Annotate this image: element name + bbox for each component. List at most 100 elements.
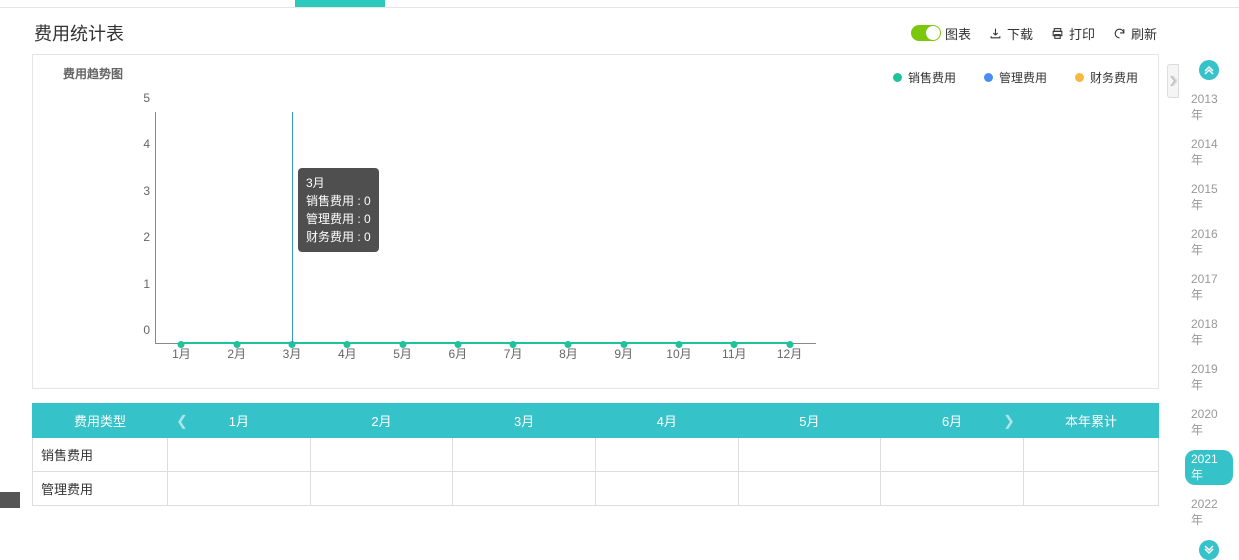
y-tick-label: 0 <box>143 323 150 337</box>
cell <box>453 472 596 506</box>
legend-label: 管理费用 <box>999 69 1047 86</box>
series-point <box>454 341 461 348</box>
scroll-right-icon[interactable]: ❯ <box>999 412 1019 429</box>
x-tick-label: 1月 <box>172 345 191 362</box>
col-type: 费用类型 <box>33 404 168 438</box>
cell <box>881 438 1024 472</box>
cell <box>310 472 453 506</box>
refresh-button[interactable]: 刷新 <box>1113 24 1157 43</box>
download-button[interactable]: 下载 <box>989 24 1033 43</box>
legend-label: 财务费用 <box>1090 69 1138 86</box>
year-rail: 2013年 2014年 2015年 2016年 2017年 2018年 2019年 2020年… <box>1185 60 1233 560</box>
series-point <box>178 341 185 348</box>
refresh-icon <box>1113 26 1127 40</box>
series-point <box>233 341 240 348</box>
year-item[interactable]: 2020年 <box>1185 405 1233 440</box>
year-item[interactable]: 2017年 <box>1185 270 1233 305</box>
year-item[interactable]: 2022年 <box>1185 495 1233 530</box>
series-point <box>675 341 682 348</box>
y-tick-label: 5 <box>143 91 150 105</box>
row-label: 管理费用 <box>33 472 168 506</box>
table-row: 管理费用 <box>33 472 1159 506</box>
col-month: 6月❯ <box>881 404 1024 438</box>
chart-card: 费用趋势图 销售费用管理费用财务费用 012345 1月2月3月4月5月6月7月… <box>32 54 1159 389</box>
data-table: 费用类型❮1月2月3月4月5月6月❯本年累计 销售费用管理费用 <box>32 403 1159 506</box>
year-item[interactable]: 2016年 <box>1185 225 1233 260</box>
cell <box>738 438 881 472</box>
legend-item[interactable]: 销售费用 <box>893 69 956 86</box>
top-border <box>0 0 1239 8</box>
download-label: 下载 <box>1007 24 1033 43</box>
x-tick-label: 5月 <box>393 345 412 362</box>
col-month: 2月 <box>310 404 453 438</box>
series-point <box>620 341 627 348</box>
year-item[interactable]: 2015年 <box>1185 180 1233 215</box>
col-total: 本年累计 <box>1023 404 1158 438</box>
year-item[interactable]: 2014年 <box>1185 135 1233 170</box>
cell <box>595 438 738 472</box>
toggle-switch-icon <box>911 25 941 41</box>
col-month: 5月 <box>738 404 881 438</box>
series-point <box>510 341 517 348</box>
collapse-rail-button[interactable] <box>1167 64 1179 98</box>
cell <box>168 438 311 472</box>
download-icon <box>989 26 1003 40</box>
series-point <box>399 341 406 348</box>
y-tick-label: 4 <box>143 137 150 151</box>
cell <box>595 472 738 506</box>
y-tick-label: 1 <box>143 277 150 291</box>
print-button[interactable]: 打印 <box>1051 24 1095 43</box>
x-tick-label: 6月 <box>449 345 468 362</box>
cell <box>881 472 1024 506</box>
legend-dot-icon <box>893 73 902 82</box>
x-tick-label: 8月 <box>559 345 578 362</box>
series-point <box>786 341 793 348</box>
print-icon <box>1051 26 1065 40</box>
legend-label: 销售费用 <box>908 69 956 86</box>
table-header-row: 费用类型❮1月2月3月4月5月6月❯本年累计 <box>33 404 1159 438</box>
data-table-wrap: 费用类型❮1月2月3月4月5月6月❯本年累计 销售费用管理费用 <box>32 403 1159 506</box>
col-month: 3月 <box>453 404 596 438</box>
year-item[interactable]: 2021年 <box>1185 450 1233 485</box>
chart-tooltip: 3月销售费用 : 0管理费用 : 0财务费用 : 0 <box>298 168 379 252</box>
year-scroll-up-button[interactable] <box>1199 60 1219 80</box>
row-label: 销售费用 <box>33 438 168 472</box>
x-tick-label: 9月 <box>614 345 633 362</box>
active-tab-indicator <box>295 0 385 7</box>
x-tick-label: 11月 <box>722 345 746 362</box>
y-tick-label: 2 <box>143 230 150 244</box>
bottom-left-tab[interactable] <box>0 492 20 508</box>
cell <box>310 438 453 472</box>
chart-legend: 销售费用 管理费用 财务费用 <box>893 69 1138 86</box>
y-axis-line <box>155 112 156 344</box>
x-tick-label: 3月 <box>283 345 302 362</box>
y-axis-labels: 012345 <box>130 112 150 344</box>
x-tick-label: 4月 <box>338 345 357 362</box>
y-tick-label: 3 <box>143 184 150 198</box>
plot-area: 1月2月3月4月5月6月7月8月9月10月11月12月3月销售费用 : 0管理费… <box>155 112 816 344</box>
chart-plot: 012345 1月2月3月4月5月6月7月8月9月10月11月12月3月销售费用… <box>45 112 1146 372</box>
x-tick-label: 12月 <box>777 345 802 362</box>
chart-crosshair <box>292 112 293 344</box>
table-body: 销售费用管理费用 <box>33 438 1159 506</box>
page-title: 费用统计表 <box>34 20 124 46</box>
panel-header: 费用统计表 图表 下载 打印 <box>22 8 1169 54</box>
scroll-left-icon[interactable]: ❮ <box>172 412 192 429</box>
year-item[interactable]: 2018年 <box>1185 315 1233 350</box>
year-item[interactable]: 2019年 <box>1185 360 1233 395</box>
x-tick-label: 2月 <box>227 345 246 362</box>
chart-toggle[interactable]: 图表 <box>911 24 971 43</box>
x-tick-label: 7月 <box>504 345 523 362</box>
legend-item[interactable]: 管理费用 <box>984 69 1047 86</box>
year-item[interactable]: 2013年 <box>1185 90 1233 125</box>
table-row: 销售费用 <box>33 438 1159 472</box>
series-point <box>344 341 351 348</box>
legend-dot-icon <box>984 73 993 82</box>
main-panel: 费用统计表 图表 下载 打印 <box>22 8 1169 514</box>
header-actions: 图表 下载 打印 刷新 <box>911 24 1157 43</box>
legend-item[interactable]: 财务费用 <box>1075 69 1138 86</box>
year-scroll-down-button[interactable] <box>1199 540 1219 560</box>
refresh-label: 刷新 <box>1131 24 1157 43</box>
cell-total <box>1023 438 1158 472</box>
cell <box>453 438 596 472</box>
